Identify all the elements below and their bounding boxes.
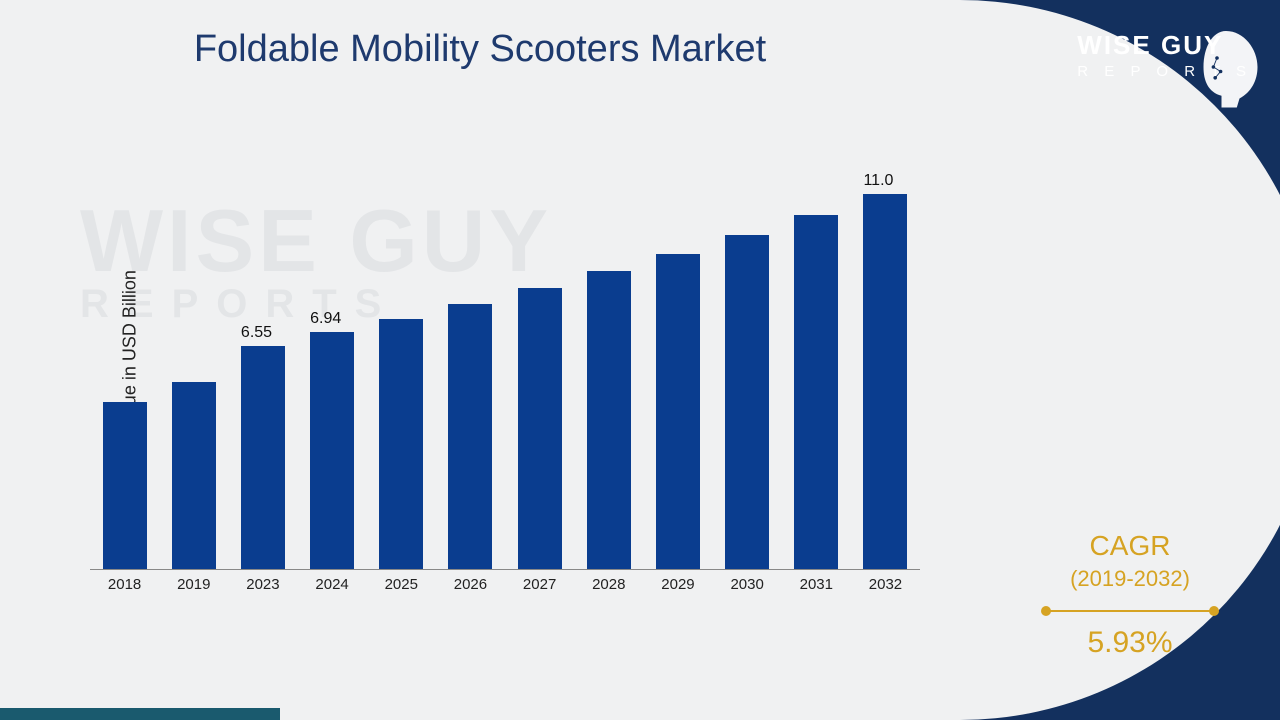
bar-wrap: [574, 160, 643, 569]
cagr-value: 5.93%: [1020, 626, 1240, 660]
x-tick: 2024: [298, 570, 367, 600]
cagr-divider: [1045, 610, 1215, 612]
x-tick: 2018: [90, 570, 159, 600]
plot-area: 6.55 6.94 11.0: [90, 160, 920, 570]
bar-value-label: 6.94: [310, 310, 341, 328]
x-tick: 2028: [574, 570, 643, 600]
bar-wrap: [90, 160, 159, 569]
x-tick: 2029: [643, 570, 712, 600]
bar: [725, 235, 769, 569]
bar: [379, 319, 423, 570]
bar-wrap: [436, 160, 505, 569]
cagr-title: CAGR: [1020, 530, 1240, 562]
x-tick: 2019: [159, 570, 228, 600]
bar-wrap: 6.94: [298, 160, 367, 569]
bar-wrap: [367, 160, 436, 569]
bar-wrap: [643, 160, 712, 569]
bar: [103, 402, 147, 569]
bar-value-label: 6.55: [241, 324, 272, 342]
bar-wrap: 11.0: [851, 160, 920, 569]
bar-value-label: 11.0: [863, 172, 893, 190]
bar: [448, 304, 492, 569]
bar: 11.0: [863, 194, 907, 569]
x-tick: 2032: [851, 570, 920, 600]
bar: [172, 382, 216, 569]
cagr-block: CAGR (2019-2032) 5.93%: [1020, 530, 1240, 660]
bar: 6.94: [310, 332, 354, 569]
bar-wrap: [713, 160, 782, 569]
bar-wrap: [505, 160, 574, 569]
x-axis-ticks: 2018201920232024202520262027202820292030…: [90, 570, 920, 600]
x-tick: 2026: [436, 570, 505, 600]
x-tick: 2030: [713, 570, 782, 600]
x-tick: 2027: [505, 570, 574, 600]
bar-wrap: [782, 160, 851, 569]
bar: [518, 288, 562, 569]
bar: [656, 254, 700, 569]
x-tick: 2023: [228, 570, 297, 600]
head-icon: [1172, 22, 1262, 112]
bar: 6.55: [241, 346, 285, 569]
x-tick: 2031: [782, 570, 851, 600]
bar-wrap: 6.55: [228, 160, 297, 569]
bars-container: 6.55 6.94 11.0: [90, 160, 920, 569]
bar: [794, 215, 838, 569]
chart-title: Foldable Mobility Scooters Market: [0, 28, 960, 71]
cagr-range: (2019-2032): [1020, 566, 1240, 592]
x-tick: 2025: [367, 570, 436, 600]
bar-chart: Market Value in USD Billion 6.556.9411.0…: [50, 160, 920, 600]
bar-wrap: [159, 160, 228, 569]
bottom-accent-bar: [0, 708, 280, 720]
bar: [587, 271, 631, 569]
